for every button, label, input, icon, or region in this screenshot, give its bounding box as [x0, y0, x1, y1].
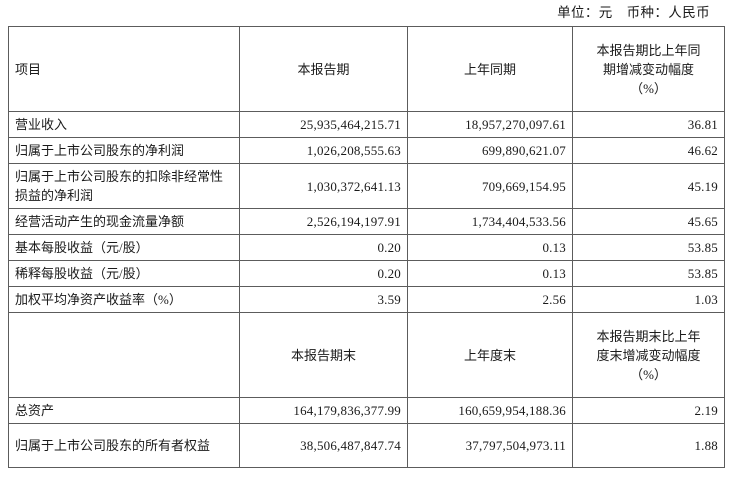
row-change-value: 1.88: [572, 423, 725, 468]
row-label: 总资产: [8, 397, 240, 424]
row-change-value: 36.81: [572, 111, 725, 138]
header-change-pct: 本报告期比上年同 期增减变动幅度 （%）: [572, 26, 725, 112]
row-label: 营业收入: [8, 111, 240, 138]
header-change-line2: 期增减变动幅度: [602, 61, 694, 77]
row-current-value: 164,179,836,377.99: [239, 397, 408, 424]
table-row: 归属于上市公司股东的净利润 1,026,208,555.63 699,890,6…: [8, 137, 725, 164]
header-change-line2-2: 度末增减变动幅度: [596, 347, 701, 363]
row-current-value: 0.20: [239, 260, 408, 287]
row-prior-value: 37,797,504,973.11: [407, 423, 573, 468]
header-prior-year-end: 上年度末: [407, 312, 573, 398]
row-change-value: 45.19: [572, 163, 725, 209]
header-current-period: 本报告期: [239, 26, 408, 112]
header-change-pct-2: 本报告期末比上年 度末增减变动幅度 （%）: [572, 312, 725, 398]
row-change-value: 53.85: [572, 260, 725, 287]
row-current-value: 38,506,487,847.74: [239, 423, 408, 468]
table-row: 总资产 164,179,836,377.99 160,659,954,188.3…: [8, 397, 725, 424]
row-label: 稀释每股收益（元/股）: [8, 260, 240, 287]
row-change-value: 1.03: [572, 286, 725, 313]
row-label: 经营活动产生的现金流量净额: [8, 208, 240, 235]
header-prior-period: 上年同期: [407, 26, 573, 112]
section2-header-row: 本报告期末 上年度末 本报告期末比上年 度末增减变动幅度 （%）: [8, 312, 725, 398]
row-change-value: 45.65: [572, 208, 725, 235]
header-change-unit-2: （%）: [630, 366, 667, 382]
row-prior-value: 0.13: [407, 260, 573, 287]
row-label: 归属于上市公司股东的所有者权益: [8, 423, 240, 468]
header-item-2: [8, 312, 240, 398]
row-change-value: 53.85: [572, 234, 725, 261]
section1-header-row: 项目 本报告期 上年同期 本报告期比上年同 期增减变动幅度 （%）: [8, 26, 725, 112]
table-row: 归属于上市公司股东的扣除非经常性损益的净利润 1,030,372,641.13 …: [8, 163, 725, 209]
header-change-line1-2: 本报告期末比上年: [596, 328, 701, 344]
header-change-line1: 本报告期比上年同: [596, 42, 701, 58]
table-row: 稀释每股收益（元/股） 0.20 0.13 53.85: [8, 260, 725, 287]
financial-summary-table: 项目 本报告期 上年同期 本报告期比上年同 期增减变动幅度 （%） 营业收入 2…: [8, 26, 725, 468]
row-label: 归属于上市公司股东的净利润: [8, 137, 240, 164]
row-prior-value: 160,659,954,188.36: [407, 397, 573, 424]
row-prior-value: 1,734,404,533.56: [407, 208, 573, 235]
row-prior-value: 709,669,154.95: [407, 163, 573, 209]
row-current-value: 0.20: [239, 234, 408, 261]
header-item: 项目: [8, 26, 240, 112]
row-prior-value: 18,957,270,097.61: [407, 111, 573, 138]
row-prior-value: 2.56: [407, 286, 573, 313]
row-label: 加权平均净资产收益率（%）: [8, 286, 240, 313]
row-current-value: 1,026,208,555.63: [239, 137, 408, 164]
table-row: 营业收入 25,935,464,215.71 18,957,270,097.61…: [8, 111, 725, 138]
row-change-value: 2.19: [572, 397, 725, 424]
row-label: 基本每股收益（元/股）: [8, 234, 240, 261]
row-current-value: 25,935,464,215.71: [239, 111, 408, 138]
header-change-unit: （%）: [630, 80, 667, 96]
table-row: 基本每股收益（元/股） 0.20 0.13 53.85: [8, 234, 725, 261]
table-row: 经营活动产生的现金流量净额 2,526,194,197.91 1,734,404…: [8, 208, 725, 235]
row-current-value: 1,030,372,641.13: [239, 163, 408, 209]
row-current-value: 2,526,194,197.91: [239, 208, 408, 235]
row-change-value: 46.62: [572, 137, 725, 164]
table-row: 加权平均净资产收益率（%） 3.59 2.56 1.03: [8, 286, 725, 313]
table-row: 归属于上市公司股东的所有者权益 38,506,487,847.74 37,797…: [8, 423, 725, 468]
row-prior-value: 699,890,621.07: [407, 137, 573, 164]
row-prior-value: 0.13: [407, 234, 573, 261]
header-current-period-end: 本报告期末: [239, 312, 408, 398]
row-label: 归属于上市公司股东的扣除非经常性损益的净利润: [8, 163, 240, 209]
row-current-value: 3.59: [239, 286, 408, 313]
unit-currency-note: 单位：元 币种：人民币: [557, 5, 710, 20]
